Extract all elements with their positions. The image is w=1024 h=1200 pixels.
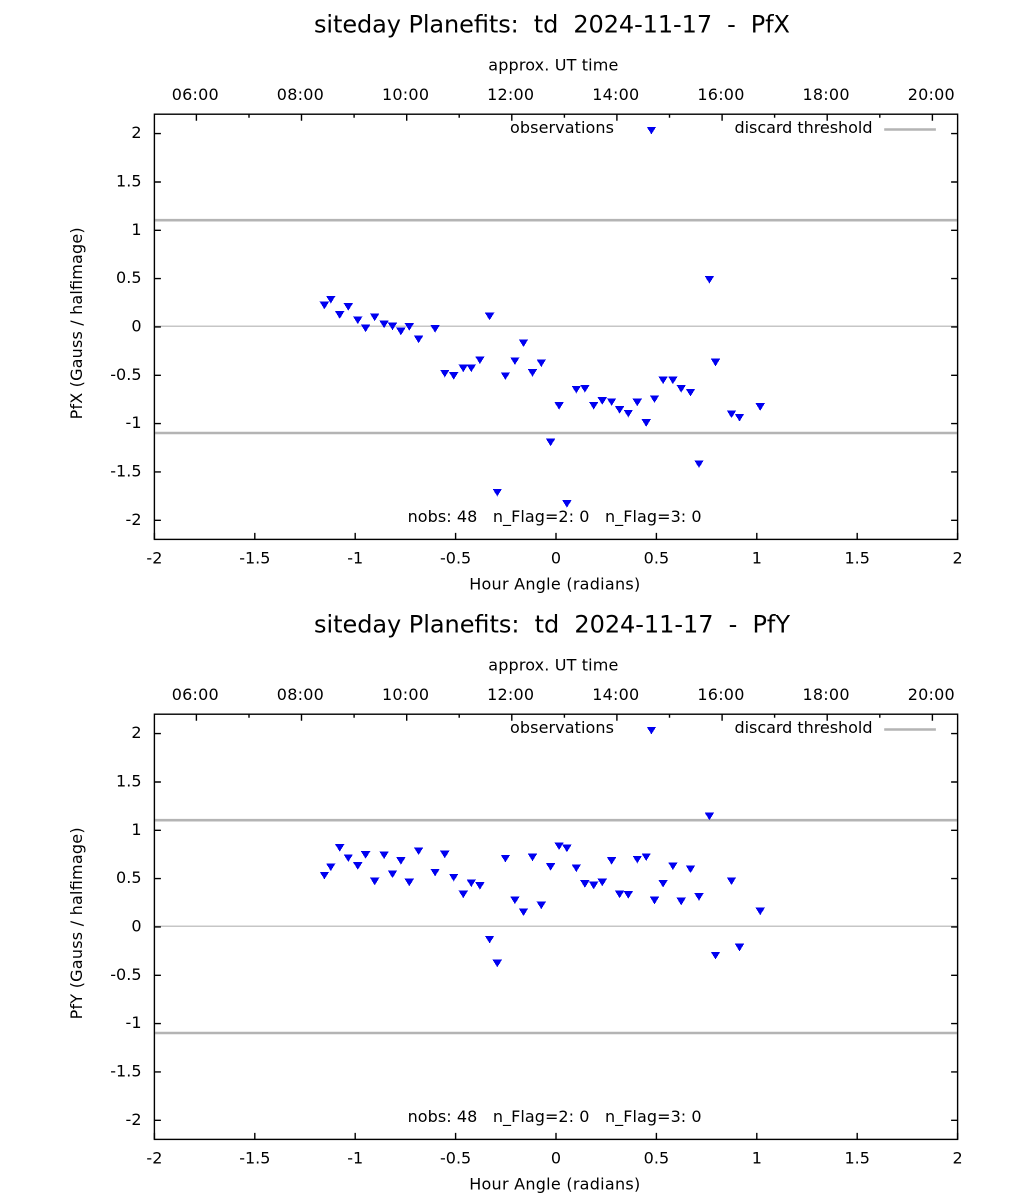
svg-text:20:00: 20:00: [908, 85, 955, 104]
svg-text:-2: -2: [146, 1148, 162, 1167]
svg-text:Hour Angle (radians): Hour Angle (radians): [469, 1175, 640, 1194]
svg-text:2: 2: [131, 123, 141, 142]
svg-text:observations: observations: [510, 718, 614, 737]
svg-text:nobs: 48 n_Flag=2: 0 n_Fla: nobs: 48 n_Flag=2: 0 n_Flag=3: 0: [408, 1107, 702, 1127]
svg-text:12:00: 12:00: [487, 685, 534, 704]
svg-text:1.5: 1.5: [844, 548, 869, 567]
svg-text:-1: -1: [347, 1148, 363, 1167]
svg-text:10:00: 10:00: [382, 685, 429, 704]
svg-text:12:00: 12:00: [487, 85, 534, 104]
svg-text:08:00: 08:00: [277, 85, 324, 104]
svg-text:1: 1: [752, 548, 762, 567]
svg-text:-1: -1: [347, 548, 363, 567]
svg-text:14:00: 14:00: [592, 85, 639, 104]
svg-text:discard threshold: discard threshold: [735, 718, 873, 737]
svg-text:siteday Planefits: td 2024-1: siteday Planefits: td 2024-11-17 - PfX: [314, 10, 790, 38]
svg-text:PfY (Gauss / halfimage): PfY (Gauss / halfimage): [67, 827, 86, 1019]
svg-text:1: 1: [131, 820, 141, 839]
svg-text:0.5: 0.5: [116, 268, 141, 287]
svg-text:-0.5: -0.5: [110, 365, 141, 384]
svg-text:0: 0: [551, 1148, 561, 1167]
svg-text:0.5: 0.5: [644, 548, 669, 567]
svg-text:18:00: 18:00: [803, 85, 850, 104]
svg-text:2: 2: [953, 548, 963, 567]
svg-text:10:00: 10:00: [382, 85, 429, 104]
svg-text:16:00: 16:00: [697, 685, 744, 704]
svg-text:-0.5: -0.5: [440, 1148, 471, 1167]
svg-text:-1.5: -1.5: [110, 1061, 141, 1080]
svg-text:-0.5: -0.5: [440, 548, 471, 567]
svg-text:18:00: 18:00: [803, 685, 850, 704]
svg-text:-2: -2: [126, 510, 142, 529]
svg-text:-2: -2: [146, 548, 162, 567]
svg-text:0.5: 0.5: [644, 1148, 669, 1167]
svg-text:-1.5: -1.5: [239, 548, 270, 567]
svg-text:06:00: 06:00: [172, 85, 219, 104]
svg-text:nobs: 48 n_Flag=2: 0 n_Fla: nobs: 48 n_Flag=2: 0 n_Flag=3: 0: [408, 507, 702, 527]
svg-text:1: 1: [752, 1148, 762, 1167]
svg-text:0: 0: [131, 916, 141, 935]
svg-text:PfX (Gauss / halfimage): PfX (Gauss / halfimage): [67, 227, 86, 419]
svg-text:0: 0: [131, 316, 141, 335]
svg-text:1.5: 1.5: [116, 772, 141, 791]
svg-text:approx. UT time: approx. UT time: [488, 56, 618, 75]
svg-text:-2: -2: [126, 1110, 142, 1129]
svg-text:0: 0: [551, 548, 561, 567]
svg-text:-1: -1: [126, 1013, 142, 1032]
svg-text:06:00: 06:00: [172, 685, 219, 704]
svg-text:2: 2: [953, 1148, 963, 1167]
svg-text:16:00: 16:00: [697, 85, 744, 104]
svg-text:discard threshold: discard threshold: [735, 118, 873, 137]
svg-text:1.5: 1.5: [116, 172, 141, 191]
svg-text:Hour Angle (radians): Hour Angle (radians): [469, 575, 640, 594]
svg-text:20:00: 20:00: [908, 685, 955, 704]
svg-text:observations: observations: [510, 118, 614, 137]
svg-text:siteday Planefits: td 2024-1: siteday Planefits: td 2024-11-17 - PfY: [314, 610, 790, 638]
svg-text:approx. UT time: approx. UT time: [488, 656, 618, 675]
svg-text:1: 1: [131, 220, 141, 239]
svg-text:-1.5: -1.5: [239, 1148, 270, 1167]
svg-text:-1: -1: [126, 413, 142, 432]
svg-text:-0.5: -0.5: [110, 965, 141, 984]
svg-text:1.5: 1.5: [844, 1148, 869, 1167]
svg-text:2: 2: [131, 723, 141, 742]
svg-text:-1.5: -1.5: [110, 461, 141, 480]
svg-text:08:00: 08:00: [277, 685, 324, 704]
svg-text:0.5: 0.5: [116, 868, 141, 887]
svg-text:14:00: 14:00: [592, 685, 639, 704]
